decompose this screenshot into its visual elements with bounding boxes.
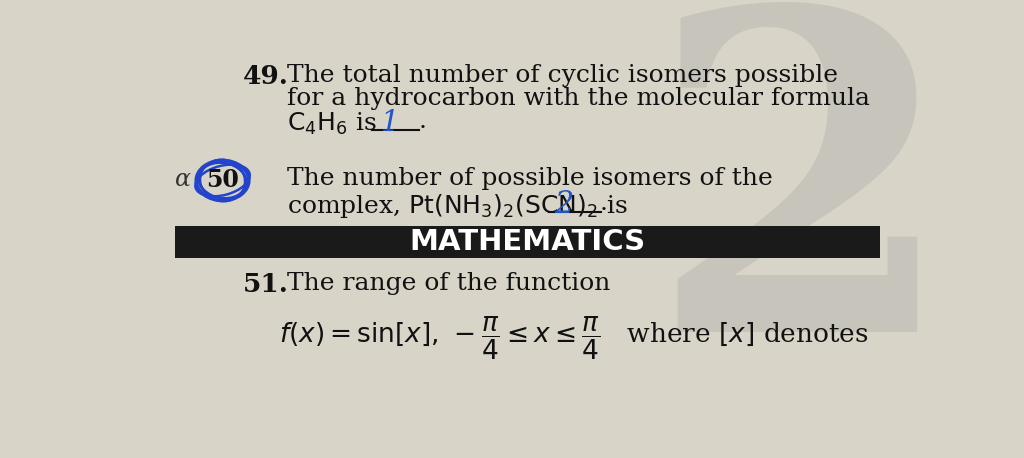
Bar [174, 226, 880, 258]
Text: 49.: 49. [243, 64, 289, 89]
Text: MATHEMATICS: MATHEMATICS [409, 228, 645, 256]
Text: 50: 50 [206, 169, 239, 192]
Text: complex, $\mathrm{Pt(NH_3)_2(SCN)_2}$ is: complex, $\mathrm{Pt(NH_3)_2(SCN)_2}$ is [287, 192, 628, 220]
Text: α: α [174, 168, 190, 191]
Text: for a hydrocarbon with the molecular formula: for a hydrocarbon with the molecular for… [287, 87, 869, 110]
Text: 1: 1 [381, 109, 400, 137]
Text: The number of possible isomers of the: The number of possible isomers of the [287, 167, 773, 190]
Text: $\mathrm{C_4H_6}$ is: $\mathrm{C_4H_6}$ is [287, 110, 377, 136]
Text: 51.: 51. [243, 272, 289, 297]
Text: $f(x)=\sin[x],\,-\dfrac{\pi}{4}\leq x\leq\dfrac{\pi}{4}$   where $[x]$ denotes: $f(x)=\sin[x],\,-\dfrac{\pi}{4}\leq x\le… [280, 315, 868, 362]
Text: The total number of cyclic isomers possible: The total number of cyclic isomers possi… [287, 64, 838, 87]
Text: The range of the function: The range of the function [287, 272, 610, 295]
Text: 2: 2 [648, 0, 956, 424]
Text: .: . [600, 192, 608, 215]
Text: .: . [419, 110, 427, 133]
Text: 2: 2 [554, 189, 573, 220]
